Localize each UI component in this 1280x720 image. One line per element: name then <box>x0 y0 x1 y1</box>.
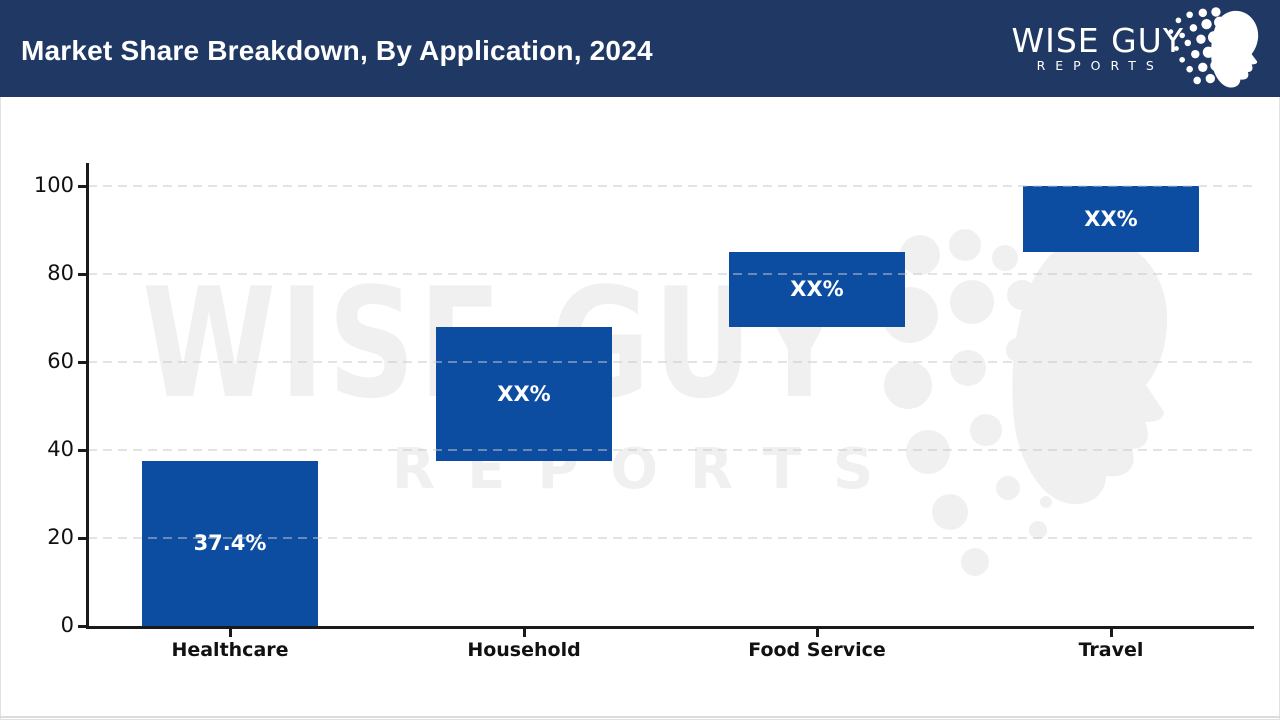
y-tick-label: 20 <box>47 525 74 549</box>
y-tick-label: 0 <box>60 613 74 637</box>
logo-subtext: REPORTS <box>1036 58 1164 74</box>
bar-value-label: 37.4% <box>193 531 267 556</box>
bar-value-label: XX% <box>1084 207 1138 231</box>
y-tick-mark <box>78 537 87 540</box>
gridline <box>88 185 1254 187</box>
y-axis-line <box>86 163 89 629</box>
x-category-label: Food Service <box>748 639 886 661</box>
x-category-label: Travel <box>1078 639 1144 661</box>
logo-wordmark: WISE GUY <box>1011 21 1184 61</box>
x-category-label: Household <box>467 639 581 661</box>
bottom-border <box>0 716 1280 718</box>
watermark-face-dots <box>882 229 1168 576</box>
x-tick-mark <box>816 629 819 637</box>
x-category-label: Healthcare <box>171 639 289 661</box>
y-tick-mark <box>78 185 87 188</box>
y-tick-mark <box>78 625 87 628</box>
gridline <box>88 537 1254 539</box>
gridline <box>88 449 1254 451</box>
bar-segment: 37.4% <box>142 461 318 626</box>
x-tick-mark <box>229 629 232 637</box>
y-tick-mark <box>78 361 87 364</box>
gridline <box>88 361 1254 363</box>
y-tick-label: 40 <box>47 437 74 461</box>
x-tick-mark <box>1110 629 1113 637</box>
bar-segment: XX% <box>729 252 905 327</box>
bar-value-label: XX% <box>497 381 551 406</box>
x-axis-line <box>86 626 1254 629</box>
y-tick-mark <box>78 273 87 276</box>
bar-segment: XX% <box>1023 186 1199 252</box>
y-tick-label: 80 <box>47 261 74 285</box>
page-title: Market Share Breakdown, By Application, … <box>21 35 653 67</box>
y-tick-mark <box>78 449 87 452</box>
gridline <box>88 273 1254 275</box>
wise-guy-logo: WISE GUY REPORTS <box>1011 0 1276 97</box>
bar-value-label: XX% <box>790 277 844 301</box>
y-tick-label: 60 <box>47 349 74 373</box>
y-tick-label: 100 <box>33 173 74 197</box>
bar-segment: XX% <box>436 326 612 462</box>
header-bar: Market Share Breakdown, By Application, … <box>0 0 1280 97</box>
logo-face-icon <box>1168 6 1259 88</box>
x-tick-mark <box>523 629 526 637</box>
logo-text: WISE GUY REPORTS <box>1011 24 1184 73</box>
